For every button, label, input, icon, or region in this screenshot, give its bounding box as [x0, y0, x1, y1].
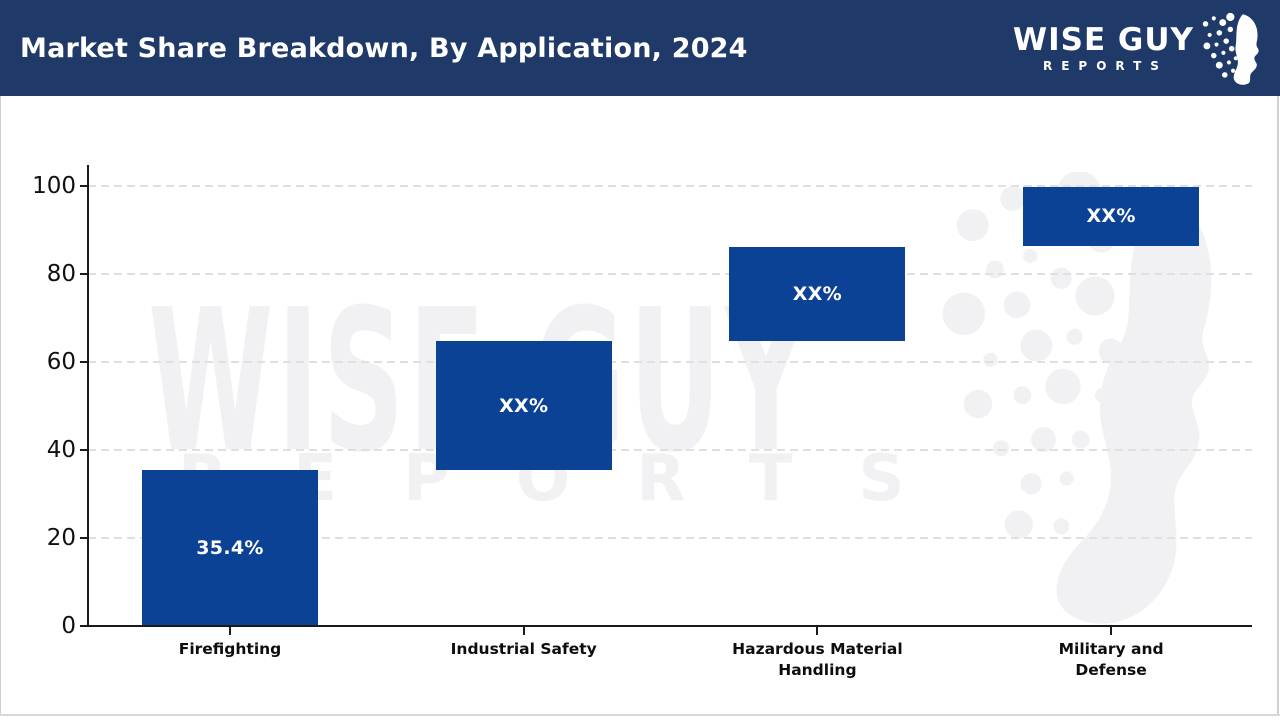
y-tick-label: 0	[61, 613, 76, 639]
gridline-60	[88, 361, 1252, 363]
y-tick-mark	[80, 185, 88, 187]
category-label: Hazardous Material Handling	[732, 640, 903, 679]
frame-border-right	[1277, 96, 1279, 716]
x-tick-mark	[816, 627, 819, 635]
x-tick-mark	[229, 627, 231, 635]
header-bar: Market Share Breakdown, By Application, …	[0, 0, 1280, 96]
y-tick-label: 100	[32, 173, 76, 199]
category-label: Military and Defense	[1058, 640, 1164, 679]
y-tick-label: 80	[46, 261, 76, 287]
logo-subtitle: REPORTS	[1042, 58, 1168, 73]
bar-segment: XX%	[1023, 186, 1200, 246]
y-tick-label: 60	[46, 349, 76, 375]
watermark-face-icon	[942, 172, 1212, 624]
y-tick-mark	[80, 625, 88, 627]
x-tick-mark	[522, 627, 525, 635]
logo-wordmark: WISE GUY	[1012, 21, 1194, 58]
bar-value-label: XX%	[1086, 205, 1136, 228]
category-label: Industrial Safety	[450, 640, 597, 658]
frame-border-bottom	[0, 714, 1280, 716]
gridline-20	[88, 537, 1252, 539]
frame-border-left	[0, 96, 1, 716]
x-axis-line	[85, 625, 1252, 627]
bar-segment: 35.4%	[142, 470, 318, 626]
bar-value-label: 35.4%	[196, 537, 264, 560]
bar-segment: XX%	[435, 340, 612, 471]
gridline-80	[88, 273, 1252, 275]
y-tick-label: 20	[46, 525, 76, 551]
y-tick-mark	[80, 273, 88, 275]
logo-text: WISE GUY REPORTS	[1012, 21, 1194, 73]
page-title: Market Share Breakdown, By Application, …	[20, 32, 748, 64]
gridline-40	[88, 449, 1252, 451]
y-tick-mark	[80, 449, 88, 451]
category-label: Firefighting	[178, 640, 282, 658]
bar-value-label: XX%	[792, 283, 843, 306]
bar-value-label: XX%	[499, 394, 549, 417]
y-tick-label: 40	[46, 437, 76, 463]
y-axis-line	[87, 165, 89, 626]
y-tick-mark	[80, 361, 88, 363]
y-tick-mark	[80, 537, 88, 539]
gridline-100	[88, 185, 1252, 187]
x-tick-mark	[1110, 627, 1113, 635]
wise-guy-logo: WISE GUY REPORTS	[1013, 8, 1262, 88]
logo-face-icon	[1202, 12, 1259, 85]
bar-segment: XX%	[729, 247, 906, 341]
